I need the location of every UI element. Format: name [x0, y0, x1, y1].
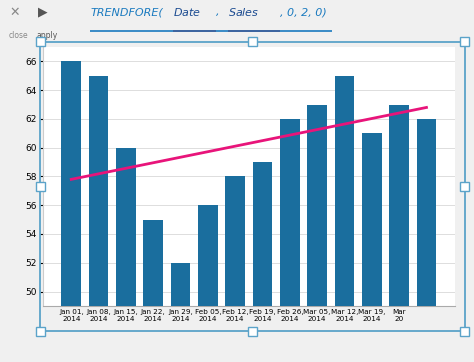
Text: close: close	[9, 31, 28, 40]
Text: apply: apply	[37, 31, 58, 40]
Bar	[36, 327, 45, 336]
Bar	[171, 263, 191, 362]
Bar	[460, 327, 469, 336]
Bar	[62, 62, 81, 362]
Text: ,: ,	[216, 7, 223, 17]
Bar	[335, 76, 355, 362]
Bar	[248, 37, 257, 46]
Bar	[389, 105, 409, 362]
Bar	[307, 105, 327, 362]
Bar	[36, 37, 45, 46]
Text: ✕: ✕	[9, 6, 20, 19]
Bar	[248, 327, 257, 336]
Text: TRENDFORE(: TRENDFORE(	[90, 7, 163, 17]
Text: $Date$: $Date$	[173, 6, 201, 18]
Bar	[89, 76, 109, 362]
Bar	[253, 162, 273, 362]
Bar	[36, 182, 45, 191]
Bar	[460, 37, 469, 46]
Bar	[417, 119, 436, 362]
Text: ▶: ▶	[38, 6, 47, 19]
Bar	[280, 119, 300, 362]
Text: $Sales$: $Sales$	[228, 6, 259, 18]
Bar	[460, 182, 469, 191]
Bar	[362, 133, 382, 362]
Bar	[143, 220, 163, 362]
Bar	[116, 148, 136, 362]
Text: , 0, 2, 0): , 0, 2, 0)	[280, 7, 327, 17]
Bar	[225, 176, 245, 362]
Bar	[198, 205, 218, 362]
